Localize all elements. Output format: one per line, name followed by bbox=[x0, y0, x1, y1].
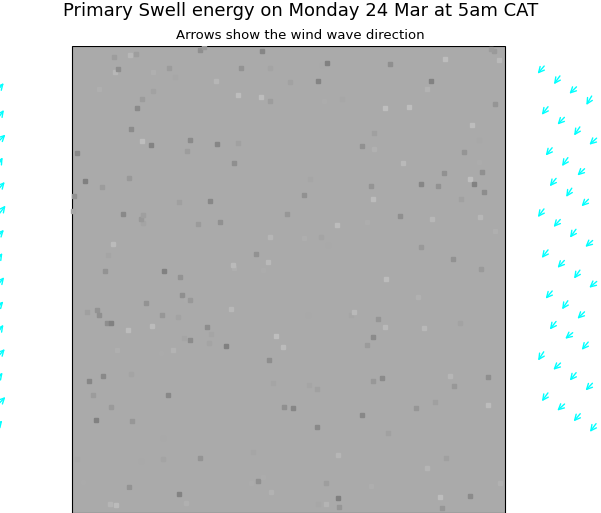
Text: Arrows show the wind wave direction: Arrows show the wind wave direction bbox=[176, 29, 425, 43]
FancyBboxPatch shape bbox=[72, 46, 505, 513]
Text: Primary Swell energy on Monday 24 Mar at 5am CAT: Primary Swell energy on Monday 24 Mar at… bbox=[63, 3, 538, 21]
